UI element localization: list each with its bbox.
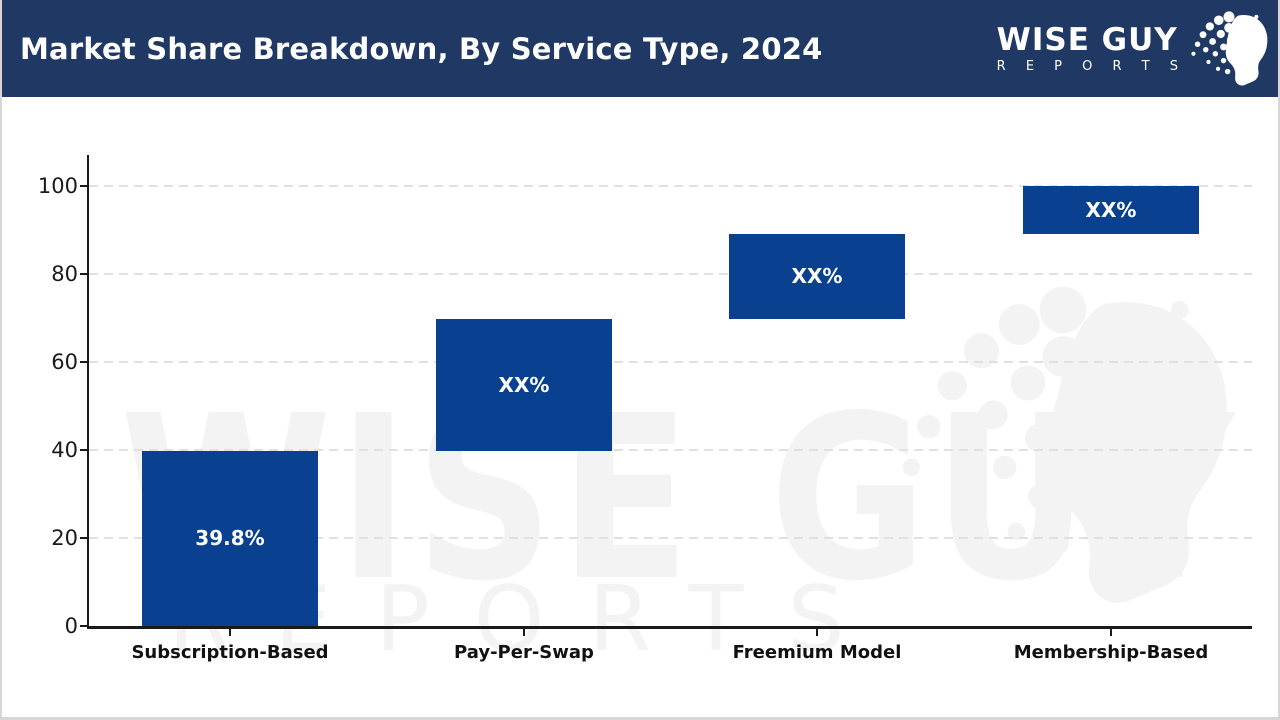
y-tick-label: 20: [51, 526, 78, 550]
bar-value-label: XX%: [498, 372, 550, 397]
x-category-label-membership-based: Membership-Based: [1013, 642, 1209, 663]
y-tick-label: 60: [51, 350, 78, 374]
logo-wordmark: WISE GUY: [996, 21, 1178, 58]
x-category-label-pay-per-swap: Pay-Per-Swap: [454, 642, 594, 663]
page-title: Market Share Breakdown, By Service Type,…: [20, 31, 823, 66]
gridline: [89, 361, 1252, 363]
logo-subtitle: R E P O R T S: [996, 58, 1186, 74]
chart-area: WISE GUY REPORTS 0 20 40 60 80 100 39.8% Subscr…: [0, 97, 1280, 720]
y-tick-label: 40: [51, 438, 78, 462]
header-bar: Market Share Breakdown, By Service Type,…: [0, 0, 1280, 97]
x-category-label-subscription-based: Subscription-Based: [131, 642, 329, 663]
x-tick-mark: [1110, 629, 1112, 636]
y-tick-label: 0: [64, 614, 78, 638]
wise-guy-face-icon: [1191, 10, 1268, 85]
y-tick-mark: [80, 361, 89, 363]
gridline: [89, 537, 1252, 539]
y-tick-label: 100: [37, 174, 78, 198]
gridline: [89, 273, 1252, 275]
y-tick-mark: [80, 537, 89, 539]
y-tick-mark: [80, 273, 89, 275]
y-tick-mark: [80, 185, 89, 187]
bar-subscription-based: 39.8%: [142, 450, 318, 626]
bar-value-label: 39.8%: [195, 526, 265, 551]
gridline: [89, 185, 1252, 187]
bar-membership-based: XX%: [1023, 186, 1199, 234]
watermark-face-icon: [902, 286, 1227, 603]
x-axis: [87, 626, 1252, 629]
y-axis: [87, 155, 89, 628]
x-tick-mark: [816, 629, 818, 636]
x-tick-mark: [229, 629, 231, 636]
wise-guy-logo: WISE GUY R E P O R T S: [997, 6, 1280, 92]
logo-text: WISE GUY R E P O R T S: [996, 21, 1186, 74]
y-tick-mark: [80, 625, 89, 627]
bar-value-label: XX%: [791, 264, 843, 289]
x-category-label-freemium-model: Freemium Model: [732, 642, 902, 663]
x-tick-mark: [523, 629, 525, 636]
bar-pay-per-swap: XX%: [436, 318, 612, 451]
y-tick-label: 80: [51, 262, 78, 286]
bar-freemium-model: XX%: [729, 233, 905, 319]
gridline: [89, 449, 1252, 451]
bar-value-label: XX%: [1085, 197, 1137, 222]
y-tick-mark: [80, 449, 89, 451]
